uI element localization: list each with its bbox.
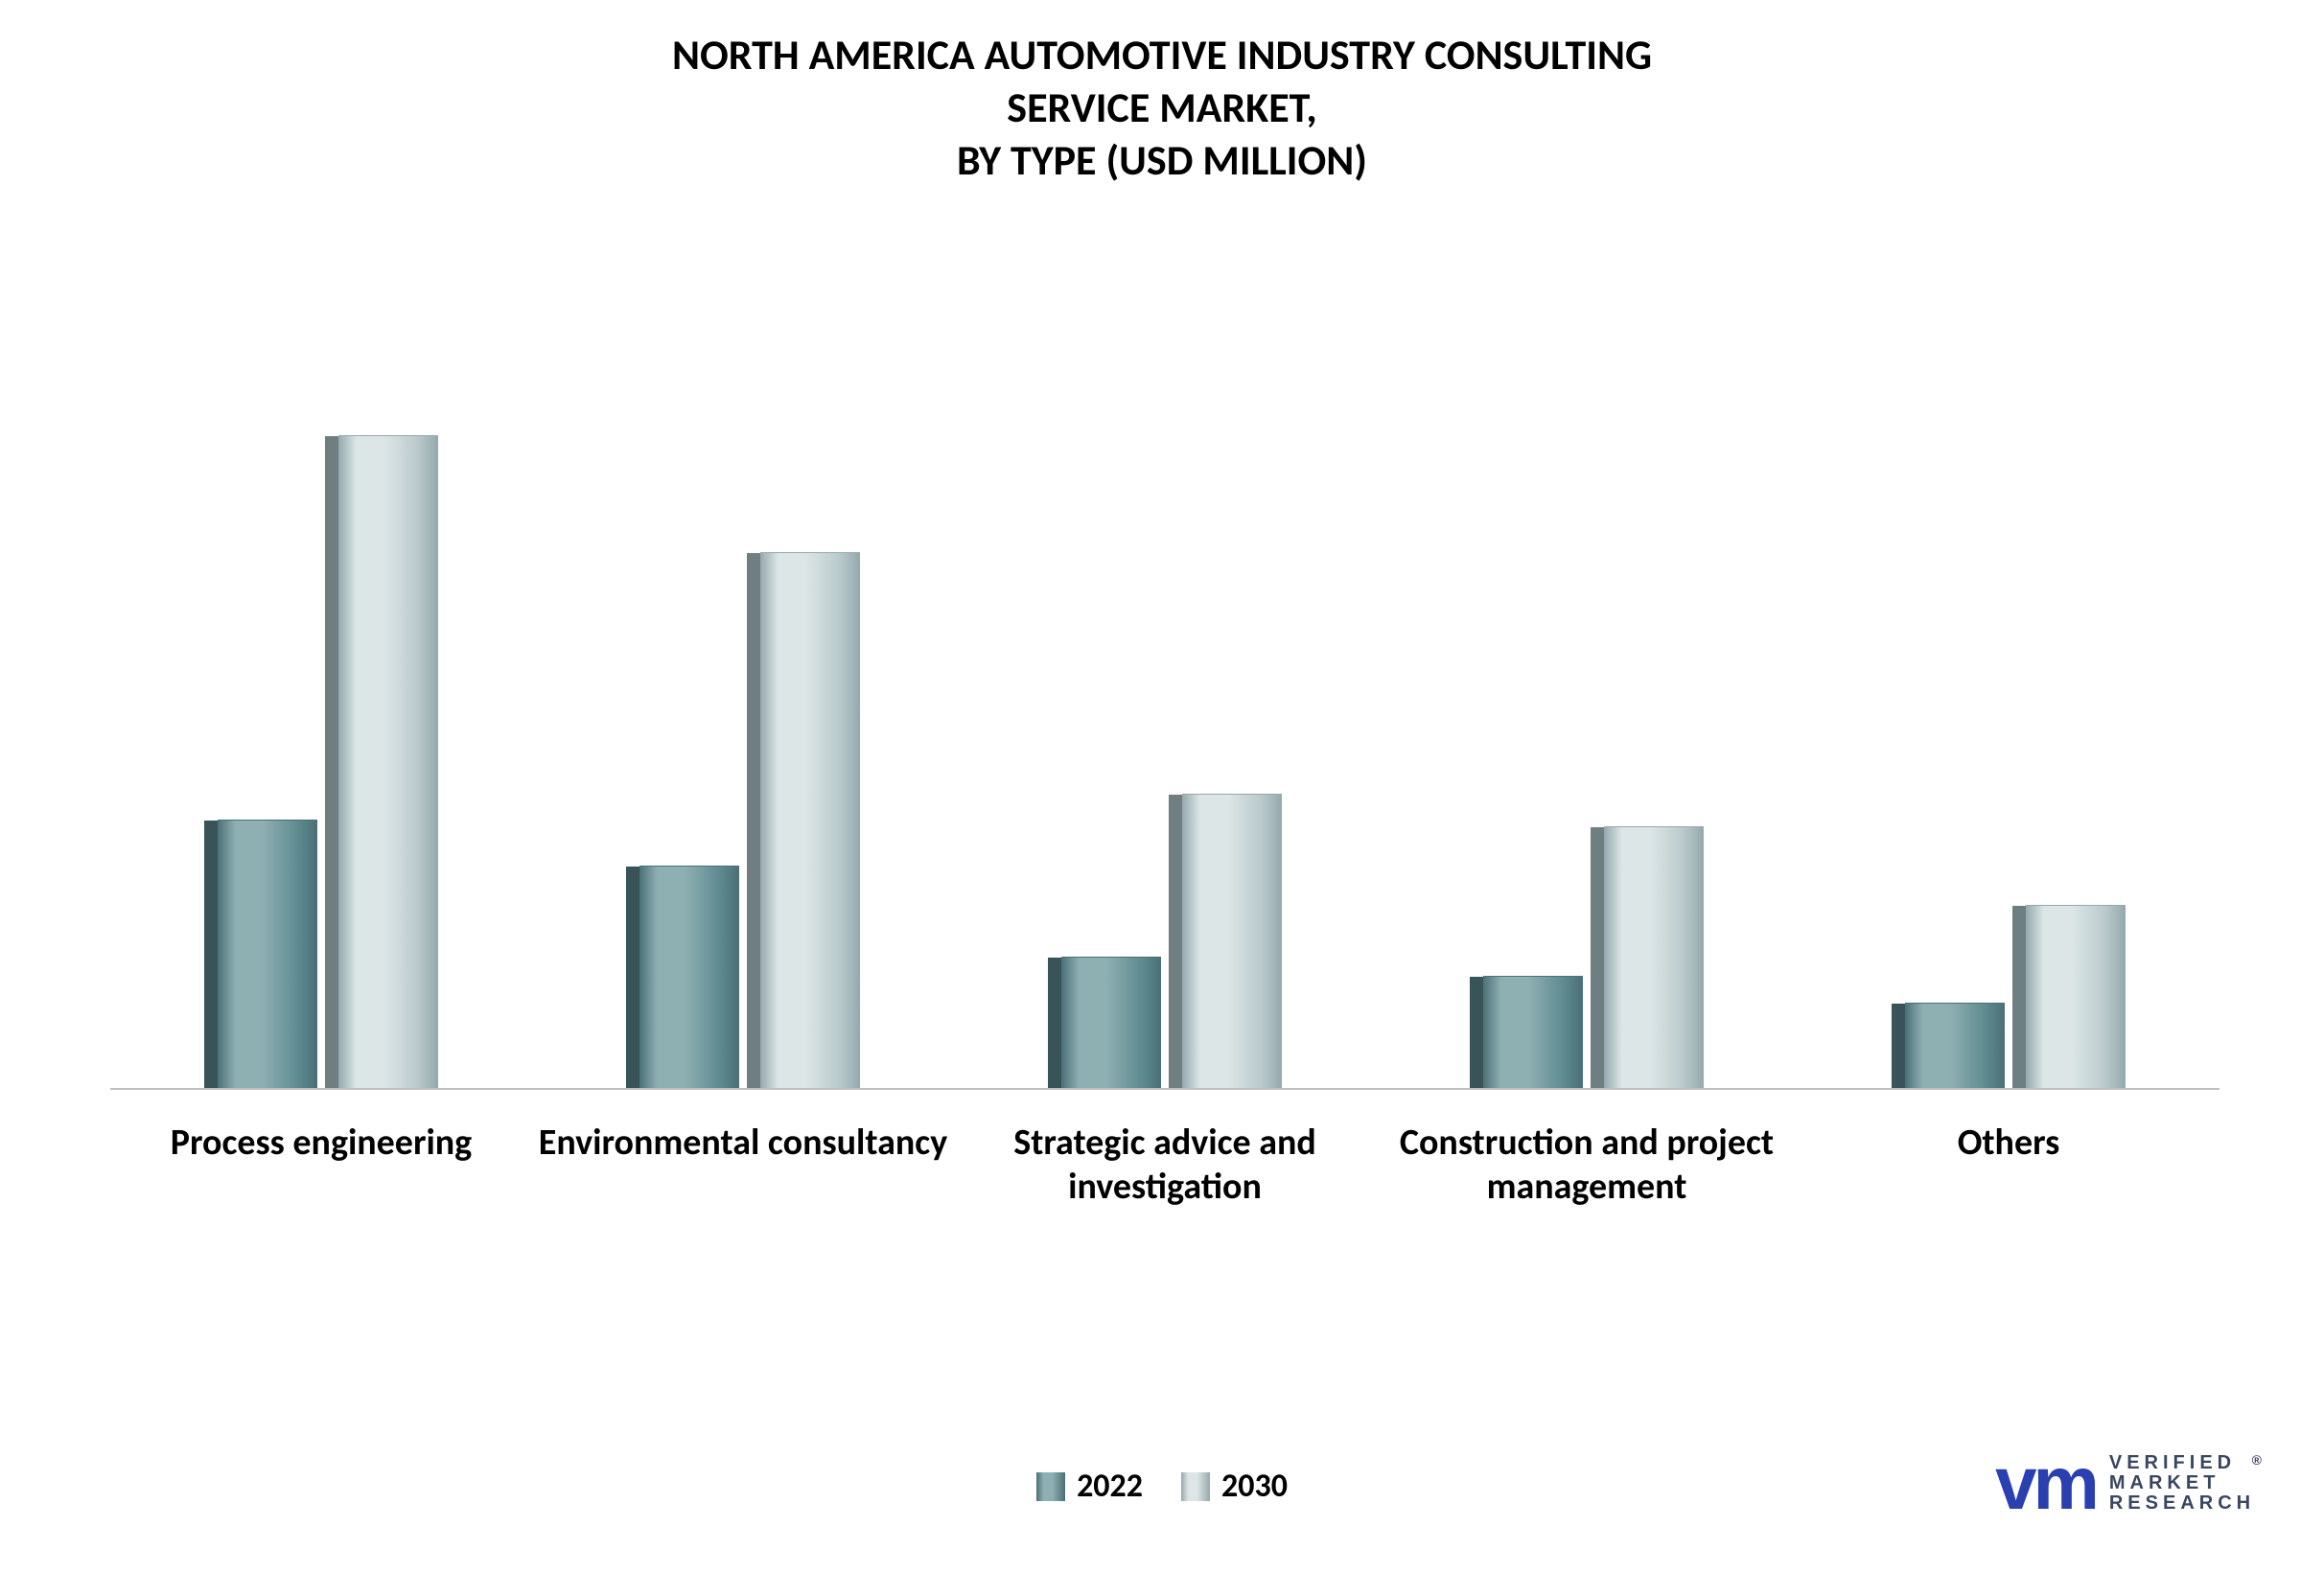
bar xyxy=(1591,827,1704,1088)
plot-area xyxy=(110,436,2219,1088)
legend-swatch xyxy=(1181,1472,1210,1501)
legend-swatch xyxy=(1036,1472,1065,1501)
bar xyxy=(1892,1004,2005,1088)
watermark-line-2: MARKET xyxy=(2109,1472,2220,1493)
x-axis-line xyxy=(110,1088,2219,1090)
bar xyxy=(1048,958,1161,1088)
bar xyxy=(325,436,438,1088)
chart-title: NORTH AMERICA AUTOMOTIVE INDUSTRY CONSUL… xyxy=(0,29,2324,187)
watermark-line-3: RESEARCH xyxy=(2109,1492,2255,1514)
legend-item: 2030 xyxy=(1181,1467,1288,1506)
bar-group xyxy=(1798,436,2219,1088)
watermark-line-1: VERIFIED xyxy=(2109,1452,2236,1473)
legend-label: 2022 xyxy=(1077,1467,1143,1506)
bar-group xyxy=(532,436,954,1088)
legend-item: 2022 xyxy=(1036,1467,1143,1506)
registered-icon: ® xyxy=(2252,1452,2266,1468)
title-line-1: NORTH AMERICA AUTOMOTIVE INDUSTRY CONSUL… xyxy=(0,29,2324,81)
watermark-logo-mark: vm xyxy=(1995,1440,2096,1527)
x-axis-label: Others xyxy=(1798,1122,2219,1166)
bar-group xyxy=(110,436,532,1088)
watermark-logo-text: VERIFIED ® MARKET RESEARCH xyxy=(2109,1453,2266,1514)
bar xyxy=(204,821,317,1088)
bar xyxy=(2012,906,2126,1088)
title-line-3: BY TYPE (USD MILLION) xyxy=(0,134,2324,187)
watermark-logo: vm VERIFIED ® MARKET RESEARCH xyxy=(1995,1440,2266,1527)
bar-group xyxy=(1376,436,1798,1088)
legend-label: 2030 xyxy=(1221,1467,1288,1506)
title-line-2: SERVICE MARKET, xyxy=(0,81,2324,134)
x-axis-label: Environmental consultancy xyxy=(532,1122,954,1166)
bar xyxy=(747,553,860,1088)
bar xyxy=(1470,977,1583,1088)
x-axis-label: Strategic advice and investigation xyxy=(954,1122,1376,1209)
bar xyxy=(1169,795,1282,1088)
bar-group xyxy=(954,436,1376,1088)
x-axis-label: Process engineering xyxy=(110,1122,532,1166)
legend: 2022 2030 xyxy=(0,1467,2324,1511)
x-axis-label: Construction and project management xyxy=(1376,1122,1798,1209)
bar xyxy=(626,867,739,1088)
